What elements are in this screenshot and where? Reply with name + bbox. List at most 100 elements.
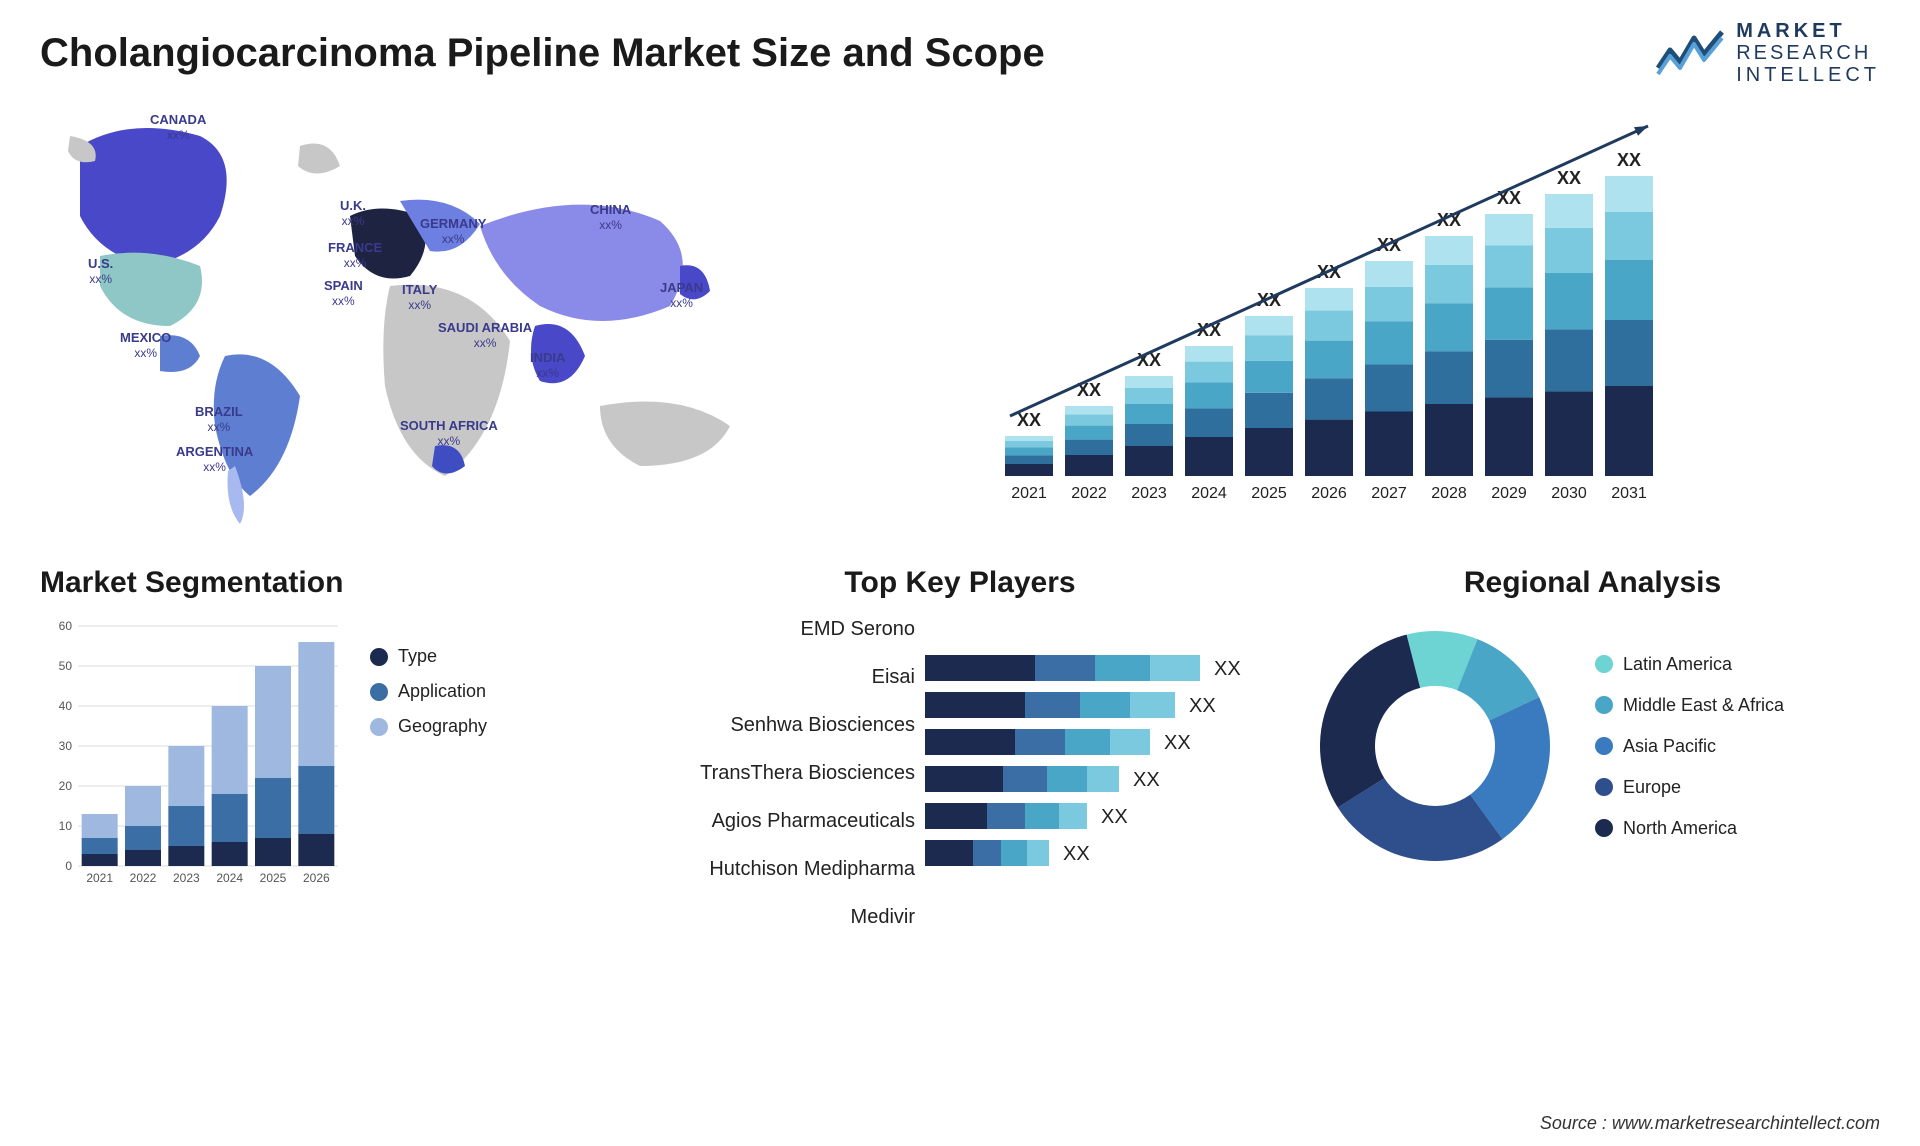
legend-swatch-icon — [370, 683, 388, 701]
svg-text:XX: XX — [1497, 188, 1521, 208]
logo-line1: MARKET — [1736, 20, 1880, 42]
svg-text:2025: 2025 — [1251, 485, 1287, 502]
svg-text:XX: XX — [1164, 732, 1191, 754]
legend-swatch-icon — [370, 718, 388, 736]
player-name: Agios Pharmaceuticals — [655, 808, 915, 845]
page-title: Cholangiocarcinoma Pipeline Market Size … — [40, 31, 1045, 76]
svg-text:2027: 2027 — [1371, 485, 1407, 502]
svg-text:2026: 2026 — [303, 871, 330, 885]
key-players-labels: EMD Serono Eisai Senhwa Biosciences TransTh… — [655, 616, 915, 941]
country-label: SOUTH AFRICAxx% — [400, 418, 498, 448]
svg-text:XX: XX — [1063, 843, 1090, 865]
svg-text:2023: 2023 — [173, 871, 200, 885]
player-name: Eisai — [655, 664, 915, 701]
legend-label: North America — [1623, 818, 1737, 839]
logo-line3: INTELLECT — [1736, 64, 1880, 86]
segmentation-panel: Market Segmentation 0 10 20 30 40 50 60 2021 202… — [40, 566, 615, 941]
legend-label: Application — [398, 681, 486, 702]
svg-text:60: 60 — [59, 619, 73, 633]
svg-text:30: 30 — [59, 739, 73, 753]
svg-text:2024: 2024 — [1191, 485, 1227, 502]
player-name: Medivir — [655, 904, 915, 941]
player-name: Senhwa Biosciences — [655, 712, 915, 749]
svg-text:2021: 2021 — [1011, 485, 1047, 502]
country-label: SPAINxx% — [324, 278, 363, 308]
legend-item: Latin America — [1595, 654, 1784, 675]
svg-text:2024: 2024 — [216, 871, 243, 885]
legend-label: Europe — [1623, 777, 1681, 798]
legend-item: Geography — [370, 716, 487, 737]
country-label: ARGENTINAxx% — [176, 444, 253, 474]
legend-swatch-icon — [370, 648, 388, 666]
country-label: ITALYxx% — [402, 282, 437, 312]
legend-label: Type — [398, 646, 437, 667]
player-name: TransThera Biosciences — [655, 760, 915, 797]
svg-text:XX: XX — [1557, 168, 1581, 188]
svg-text:2022: 2022 — [130, 871, 157, 885]
player-name: EMD Serono — [655, 616, 915, 653]
svg-text:0: 0 — [65, 859, 72, 873]
logo-line2: RESEARCH — [1736, 42, 1880, 64]
svg-text:20: 20 — [59, 779, 73, 793]
legend-item: Europe — [1595, 777, 1784, 798]
svg-text:XX: XX — [1189, 695, 1216, 717]
svg-text:XX: XX — [1617, 150, 1641, 170]
country-label: JAPANxx% — [660, 280, 703, 310]
key-players-title: Top Key Players — [655, 566, 1265, 600]
legend-swatch-icon — [1595, 819, 1613, 837]
legend-swatch-icon — [1595, 655, 1613, 673]
svg-text:XX: XX — [1101, 806, 1128, 828]
legend-label: Asia Pacific — [1623, 736, 1716, 757]
country-label: U.K.xx% — [340, 198, 366, 228]
svg-text:2023: 2023 — [1131, 485, 1167, 502]
legend-item: Middle East & Africa — [1595, 695, 1784, 716]
legend-item: Asia Pacific — [1595, 736, 1784, 757]
legend-swatch-icon — [1595, 778, 1613, 796]
svg-text:10: 10 — [59, 819, 73, 833]
svg-text:40: 40 — [59, 699, 73, 713]
key-players-chart: XXXXXXXXXXXX — [925, 616, 1265, 896]
regional-title: Regional Analysis — [1305, 566, 1880, 600]
segmentation-title: Market Segmentation — [40, 566, 615, 600]
world-map-svg — [40, 106, 760, 526]
svg-text:2029: 2029 — [1491, 485, 1527, 502]
growth-bar-chart: XX2021XX2022XX2023XX2024XX2025XX2026XX20… — [975, 106, 1880, 526]
svg-text:2028: 2028 — [1431, 485, 1467, 502]
svg-text:XX: XX — [1214, 658, 1241, 680]
svg-text:2022: 2022 — [1071, 485, 1107, 502]
country-label: INDIAxx% — [530, 350, 565, 380]
legend-label: Middle East & Africa — [1623, 695, 1784, 716]
legend-label: Geography — [398, 716, 487, 737]
svg-text:XX: XX — [1133, 769, 1160, 791]
source-attribution: Source : www.marketresearchintellect.com — [1540, 1113, 1880, 1134]
svg-text:2025: 2025 — [260, 871, 287, 885]
svg-text:2030: 2030 — [1551, 485, 1587, 502]
brand-logo: MARKET RESEARCH INTELLECT — [1656, 20, 1880, 86]
legend-swatch-icon — [1595, 737, 1613, 755]
legend-swatch-icon — [1595, 696, 1613, 714]
regional-legend: Latin America Middle East & Africa Asia Pa… — [1595, 654, 1784, 839]
svg-text:2026: 2026 — [1311, 485, 1347, 502]
legend-label: Latin America — [1623, 654, 1732, 675]
regional-panel: Regional Analysis Latin America Middle Ea… — [1305, 566, 1880, 941]
country-label: GERMANYxx% — [420, 216, 486, 246]
regional-donut-chart — [1305, 616, 1565, 876]
legend-item: North America — [1595, 818, 1784, 839]
segmentation-legend: Type Application Geography — [370, 646, 487, 737]
segmentation-chart: 0 10 20 30 40 50 60 2021 2022 2023 2024 2025 2026 — [40, 616, 350, 896]
svg-text:2031: 2031 — [1611, 485, 1647, 502]
legend-item: Application — [370, 681, 487, 702]
country-label: BRAZILxx% — [195, 404, 243, 434]
country-label: U.S.xx% — [88, 256, 113, 286]
country-label: CANADAxx% — [150, 112, 206, 142]
country-label: MEXICOxx% — [120, 330, 171, 360]
svg-text:50: 50 — [59, 659, 73, 673]
country-label: CHINAxx% — [590, 202, 631, 232]
legend-item: Type — [370, 646, 487, 667]
world-map-chart: CANADAxx% U.S.xx% MEXICOxx% BRAZILxx% ARGENT… — [40, 106, 945, 526]
svg-text:2021: 2021 — [86, 871, 113, 885]
country-label: SAUDI ARABIAxx% — [438, 320, 532, 350]
key-players-panel: Top Key Players EMD Serono Eisai Senhwa Bi… — [655, 566, 1265, 941]
country-label: FRANCExx% — [328, 240, 382, 270]
svg-text:XX: XX — [1017, 410, 1041, 430]
